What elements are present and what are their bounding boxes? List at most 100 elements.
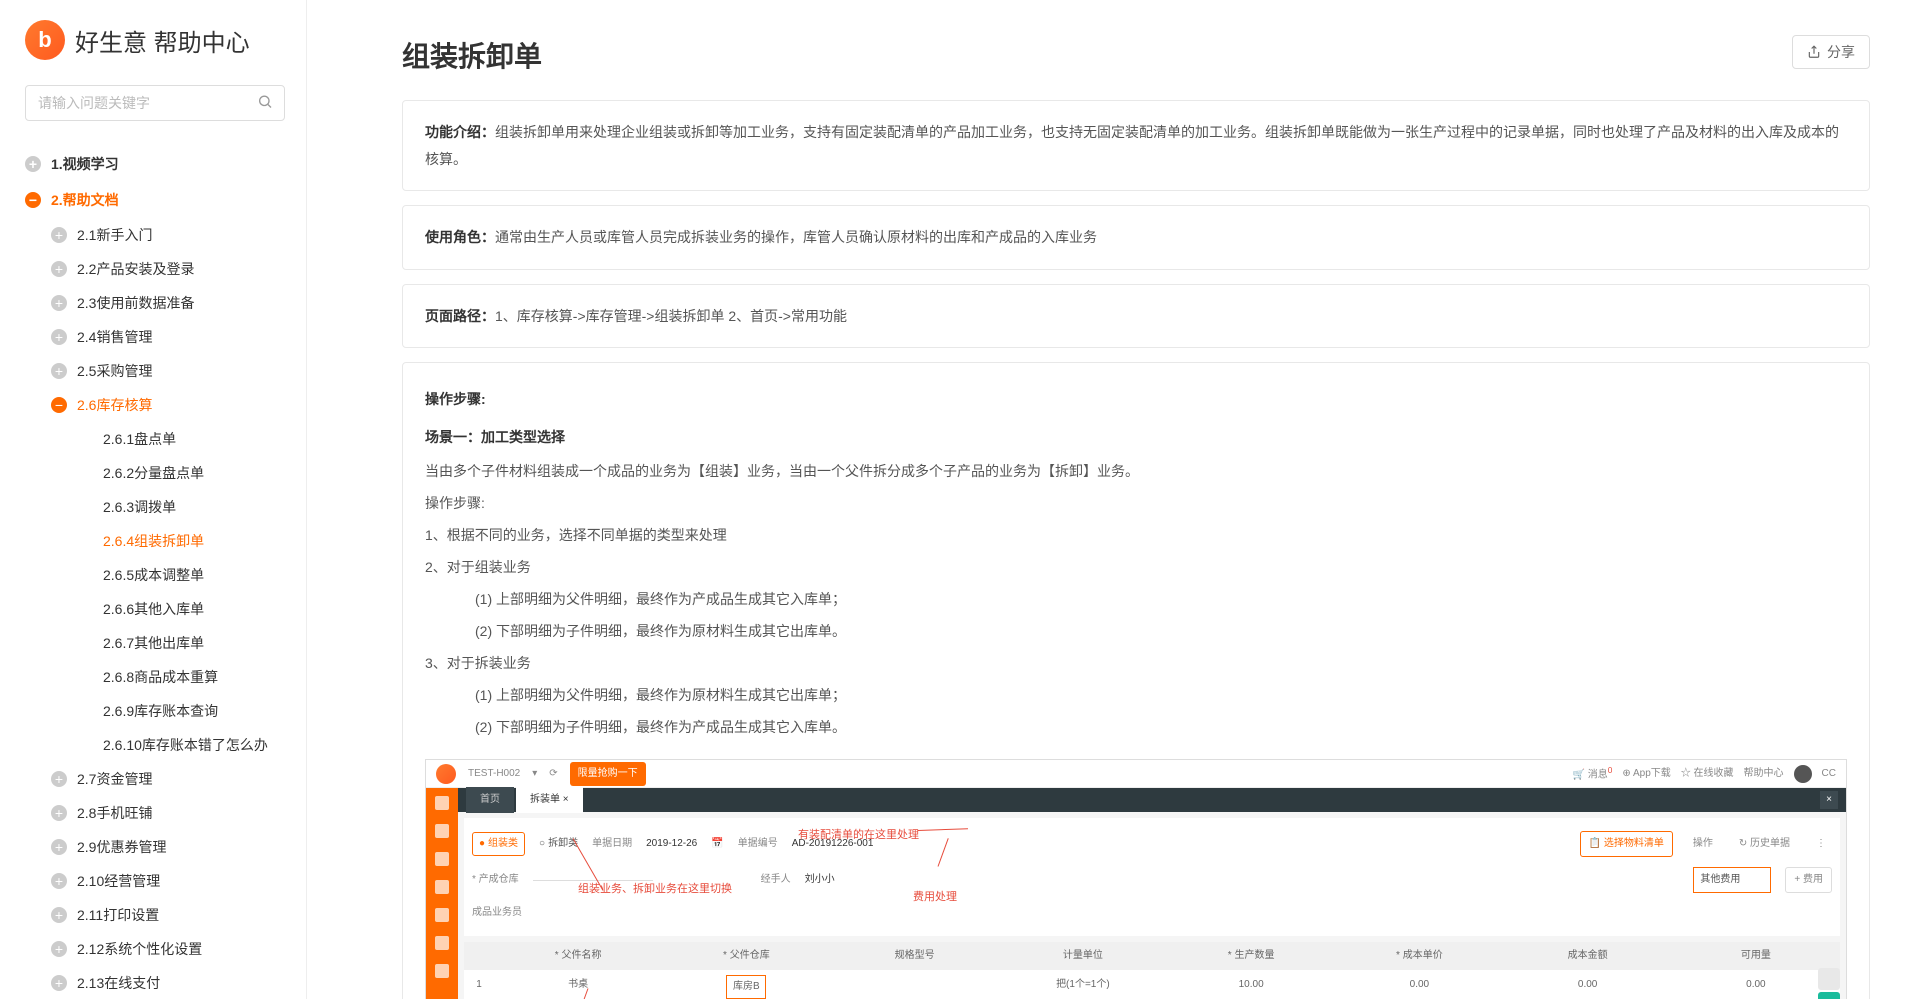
ss-th [464, 946, 494, 966]
ss-code: TEST-H002 [468, 764, 520, 784]
steps-p5a: (1) 上部明细为父件明细，最终作为原材料生成其它出库单； [425, 681, 1847, 709]
nav-list: +1.视频学习 −2.帮助文档 +2.1新手入门 +2.2产品安装及登录 +2.… [25, 146, 306, 999]
ss-ops-button: 操作 [1687, 832, 1719, 856]
ss-tab-assembly: 拆装单 × [516, 787, 583, 813]
embedded-screenshot: TEST-H002 ▾ ⟳ 限量抢购一下 🛒 消息0 ⊕ App下载 ☆ 在线收… [425, 759, 1847, 999]
ss-topbar: TEST-H002 ▾ ⟳ 限量抢购一下 🛒 消息0 ⊕ App下载 ☆ 在线收… [426, 760, 1846, 788]
brand-title: 好生意 帮助中心 [75, 23, 250, 58]
ss-nav-icon [435, 964, 449, 978]
plus-icon: + [51, 261, 67, 277]
share-label: 分享 [1827, 42, 1855, 62]
ss-radio-disassemble: ○ 拆卸类 [539, 834, 578, 854]
nav-29[interactable]: +2.9优惠券管理 [51, 830, 306, 864]
nav-21[interactable]: +2.1新手入门 [51, 218, 306, 252]
ss-td: 0.00 [1504, 975, 1672, 999]
nav-267[interactable]: 2.6.7其他出库单 [77, 626, 306, 660]
nav-26[interactable]: −2.6库存核算 [51, 388, 306, 422]
ss-th: 成本金额 [1504, 946, 1672, 966]
ss-logo-icon [436, 764, 456, 784]
nav-210[interactable]: +2.10经营管理 [51, 864, 306, 898]
intro-text: 组装拆卸单用来处理企业组装或拆卸等加工业务，支持有固定装配清单的产品加工业务，也… [425, 124, 1839, 167]
path-card: 页面路径：1、库存核算->库存管理->组装拆卸单 2、首页->常用功能 [402, 284, 1870, 349]
steps-p5: 3、对于拆装业务 [425, 649, 1847, 677]
ss-fav-link: ☆ 在线收藏 [1681, 764, 1734, 784]
ss-business-label: 成品业务员 [472, 903, 522, 923]
ss-nav-icon [435, 852, 449, 866]
ss-td: 库房B [662, 975, 830, 999]
nav-265[interactable]: 2.6.5成本调整单 [77, 558, 306, 592]
ss-doc-label: 单据编号 [738, 834, 778, 854]
ss-date-label: 单据日期 [592, 834, 632, 854]
plus-icon: + [51, 839, 67, 855]
plus-icon: + [51, 873, 67, 889]
main-content: 组装拆卸单 分享 功能介绍：组装拆卸单用来处理企业组装或拆卸等加工业务，支持有固… [307, 0, 1920, 999]
plus-icon: + [51, 363, 67, 379]
nav-212[interactable]: +2.12系统个性化设置 [51, 932, 306, 966]
share-button[interactable]: 分享 [1792, 35, 1870, 69]
nav-266[interactable]: 2.6.6其他入库单 [77, 592, 306, 626]
minus-icon: − [25, 192, 41, 208]
ss-msg-link: 🛒 消息0 [1572, 762, 1612, 785]
search-input[interactable] [25, 85, 285, 121]
ss-side-tools [1818, 968, 1840, 999]
role-text: 通常由生产人员或库管人员完成拆装业务的操作，库管人员确认原材料的出库和产成品的入… [495, 229, 1097, 245]
steps-p2: 操作步骤: [425, 489, 1847, 517]
ss-td: 书桌 [494, 975, 662, 999]
brand-row: b 好生意 帮助中心 [25, 20, 306, 60]
nav-25[interactable]: +2.5采购管理 [51, 354, 306, 388]
ss-th: * 父件仓库 [662, 946, 830, 966]
steps-card: 操作步骤: 场景一：加工类型选择 当由多个子件材料组装成一个成品的业务为【组装】… [402, 362, 1870, 999]
ss-th: * 成本单价 [1335, 946, 1503, 966]
plus-icon: + [25, 156, 41, 172]
ss-fee-button: + 费用 [1785, 867, 1832, 893]
nav-269[interactable]: 2.6.9库存账本查询 [77, 694, 306, 728]
nav-213[interactable]: +2.13在线支付 [51, 966, 306, 999]
plus-icon: + [51, 805, 67, 821]
ss-td: 把(1个=1个) [999, 975, 1167, 999]
page-title: 组装拆卸单 [402, 35, 542, 75]
nav-261[interactable]: 2.6.1盘点单 [77, 422, 306, 456]
nav-top-docs[interactable]: −2.帮助文档 [25, 182, 306, 218]
ss-history-button: ↻ 历史单据 [1733, 832, 1796, 856]
plus-icon: + [51, 907, 67, 923]
ss-app-link: ⊕ App下载 [1622, 764, 1670, 784]
nav-top-video[interactable]: +1.视频学习 [25, 146, 306, 182]
nav-23[interactable]: +2.3使用前数据准备 [51, 286, 306, 320]
ss-memo-select: 其他费用 [1693, 867, 1771, 893]
path-text: 1、库存核算->库存管理->组装拆卸单 2、首页->常用功能 [495, 308, 847, 324]
ss-tabs: 首页 拆装单 × × [458, 788, 1846, 812]
steps-header: 操作步骤: [425, 385, 1847, 413]
ss-body: 首页 拆装单 × × ● 组装类 ○ 拆卸类 单据日期 2019-12-26 📅… [458, 788, 1846, 999]
ss-nav-icon [435, 796, 449, 810]
nav-27[interactable]: +2.7资金管理 [51, 762, 306, 796]
nav-2610[interactable]: 2.6.10库存账本错了怎么办 [77, 728, 306, 762]
ss-calendar-icon: 📅 [711, 834, 723, 854]
ss-more-icon: ⋮ [1810, 832, 1832, 856]
steps-p4: 2、对于组装业务 [425, 553, 1847, 581]
steps-p4a: (1) 上部明细为父件明细，最终作为产成品生成其它入库单； [425, 585, 1847, 613]
ss-th: 规格型号 [831, 946, 999, 966]
nav-264[interactable]: 2.6.4组装拆卸单 [77, 524, 306, 558]
ss-td: 1 [464, 975, 494, 999]
ss-doc-value: AD-20191226-001 [792, 834, 874, 854]
plus-icon: + [51, 227, 67, 243]
ss-td: 0.00 [1335, 975, 1503, 999]
ss-td [831, 975, 999, 999]
intro-label: 功能介绍： [425, 124, 495, 140]
nav-24[interactable]: +2.4销售管理 [51, 320, 306, 354]
ss-help-link: 帮助中心 [1744, 764, 1784, 784]
search-box [25, 85, 285, 121]
nav-22[interactable]: +2.2产品安装及登录 [51, 252, 306, 286]
path-label: 页面路径： [425, 308, 495, 324]
nav-262[interactable]: 2.6.2分量盘点单 [77, 456, 306, 490]
nav-268[interactable]: 2.6.8商品成本重算 [77, 660, 306, 694]
plus-icon: + [51, 941, 67, 957]
nav-263[interactable]: 2.6.3调拨单 [77, 490, 306, 524]
ss-nav-icon [435, 908, 449, 922]
nav-211[interactable]: +2.11打印设置 [51, 898, 306, 932]
plus-icon: + [51, 329, 67, 345]
brand-logo: b [25, 20, 65, 60]
ss-tab-home: 首页 [466, 787, 514, 813]
nav-28[interactable]: +2.8手机旺铺 [51, 796, 306, 830]
ss-parent-table: * 父件名称* 父件仓库规格型号计量单位* 生产数量* 成本单价成本金额可用量 … [464, 942, 1840, 999]
